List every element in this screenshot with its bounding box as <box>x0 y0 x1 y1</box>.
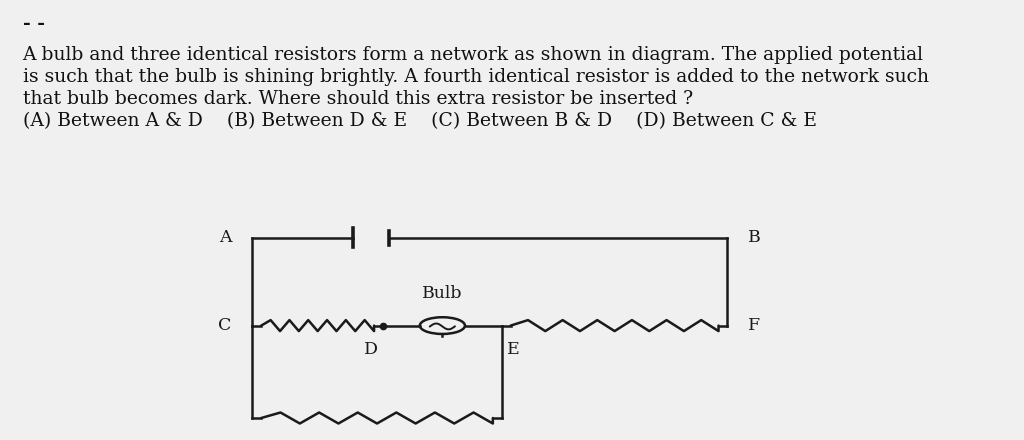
Text: C: C <box>218 317 231 334</box>
Text: - -: - - <box>23 15 44 33</box>
Text: F: F <box>749 317 761 334</box>
Text: E: E <box>507 341 520 358</box>
Text: (A) Between A & D    (B) Between D & E    (C) Between B & D    (D) Between C & E: (A) Between A & D (B) Between D & E (C) … <box>23 112 816 130</box>
Text: A: A <box>219 229 231 246</box>
Text: Bulb: Bulb <box>422 285 463 302</box>
Text: that bulb becomes dark. Where should this extra resistor be inserted ?: that bulb becomes dark. Where should thi… <box>23 90 692 108</box>
Text: B: B <box>749 229 761 246</box>
Text: is such that the bulb is shining brightly. A fourth identical resistor is added : is such that the bulb is shining brightl… <box>23 68 929 86</box>
Text: D: D <box>365 341 378 358</box>
Text: A bulb and three identical resistors form a network as shown in diagram. The app: A bulb and three identical resistors for… <box>23 46 924 64</box>
